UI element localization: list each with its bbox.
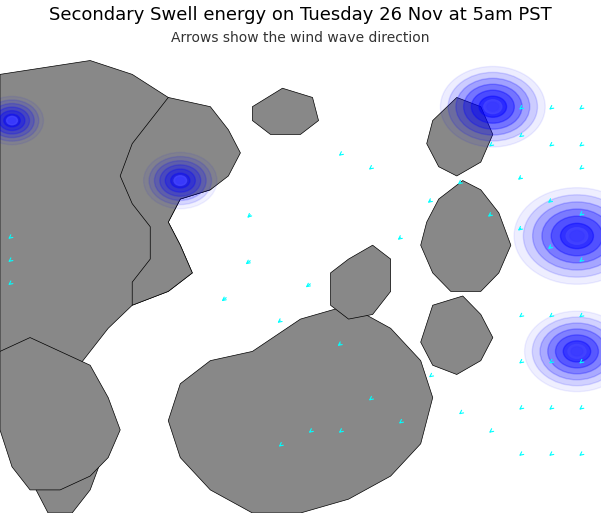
Circle shape xyxy=(160,165,201,196)
Circle shape xyxy=(463,84,522,129)
Polygon shape xyxy=(36,374,108,513)
Circle shape xyxy=(4,114,20,127)
Circle shape xyxy=(471,90,514,123)
Circle shape xyxy=(551,216,601,256)
Circle shape xyxy=(555,335,599,368)
Circle shape xyxy=(487,102,499,111)
Circle shape xyxy=(171,173,190,188)
Circle shape xyxy=(563,341,591,362)
Circle shape xyxy=(165,169,195,192)
Polygon shape xyxy=(331,245,391,319)
Circle shape xyxy=(484,100,502,114)
Polygon shape xyxy=(421,181,511,291)
Circle shape xyxy=(174,176,186,185)
Circle shape xyxy=(456,78,529,135)
Circle shape xyxy=(149,156,212,205)
Circle shape xyxy=(542,209,601,263)
Circle shape xyxy=(548,329,601,374)
Circle shape xyxy=(568,345,586,358)
Circle shape xyxy=(0,96,43,145)
Circle shape xyxy=(525,311,601,391)
Circle shape xyxy=(532,317,601,386)
Text: Secondary Swell energy on Tuesday 26 Nov at 5am PST: Secondary Swell energy on Tuesday 26 Nov… xyxy=(49,6,552,25)
Circle shape xyxy=(0,104,34,137)
Circle shape xyxy=(176,177,185,184)
Circle shape xyxy=(441,67,545,147)
Polygon shape xyxy=(252,88,319,134)
Polygon shape xyxy=(120,97,240,305)
Circle shape xyxy=(144,152,217,209)
Circle shape xyxy=(514,188,601,284)
Circle shape xyxy=(154,161,206,201)
Circle shape xyxy=(7,116,17,125)
Circle shape xyxy=(532,202,601,270)
Circle shape xyxy=(561,223,593,249)
Circle shape xyxy=(0,107,29,134)
Polygon shape xyxy=(0,338,120,490)
Circle shape xyxy=(8,118,16,123)
Circle shape xyxy=(448,72,537,141)
Polygon shape xyxy=(421,296,493,374)
Circle shape xyxy=(570,230,584,242)
Circle shape xyxy=(566,228,588,244)
Circle shape xyxy=(0,100,39,141)
Polygon shape xyxy=(168,305,433,513)
Circle shape xyxy=(540,323,601,380)
Text: Arrows show the wind wave direction: Arrows show the wind wave direction xyxy=(171,31,430,46)
Circle shape xyxy=(523,195,601,277)
Polygon shape xyxy=(427,97,493,176)
Circle shape xyxy=(479,96,507,117)
Circle shape xyxy=(0,111,25,130)
Circle shape xyxy=(571,347,583,356)
Polygon shape xyxy=(0,61,228,421)
